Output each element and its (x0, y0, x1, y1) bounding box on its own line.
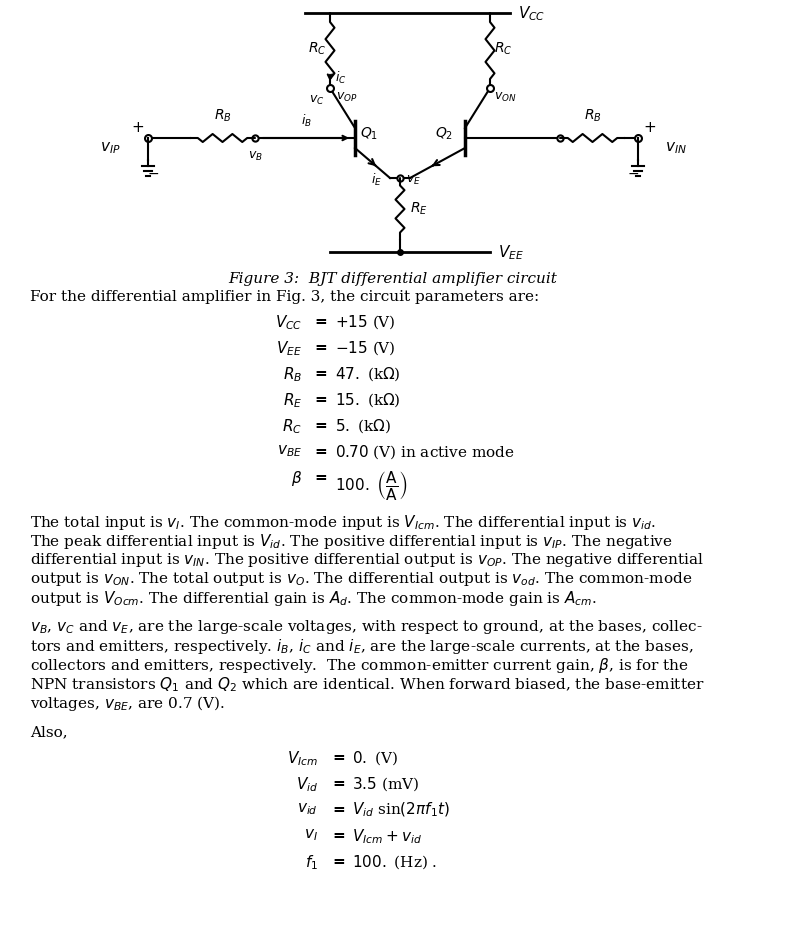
Text: $\mathbf{=}$: $\mathbf{=}$ (312, 443, 328, 457)
Text: $i_E$: $i_E$ (371, 172, 382, 188)
Text: $v_{ON}$: $v_{ON}$ (494, 91, 516, 104)
Text: Figure 3:  BJT differential amplifier circuit: Figure 3: BJT differential amplifier cir… (229, 272, 557, 286)
Text: $V_{Icm} + v_{id}$: $V_{Icm} + v_{id}$ (352, 827, 422, 846)
Text: tors and emitters, respectively. $i_B$, $i_C$ and $i_E$, are the large-scale cur: tors and emitters, respectively. $i_B$, … (30, 637, 693, 656)
Text: The peak differential input is $V_{id}$. The positive differential input is $v_{: The peak differential input is $V_{id}$.… (30, 532, 673, 551)
Text: $+$: $+$ (644, 121, 656, 135)
Text: $v_{IN}$: $v_{IN}$ (665, 140, 687, 155)
Text: The total input is $v_I$. The common-mode input is $V_{Icm}$. The differential i: The total input is $v_I$. The common-mod… (30, 513, 656, 532)
Text: $v_I$: $v_I$ (304, 827, 318, 843)
Text: $0.$ (V): $0.$ (V) (352, 749, 398, 767)
Text: $Q_1$: $Q_1$ (360, 126, 378, 142)
Text: $100.$ (Hz) .: $100.$ (Hz) . (352, 853, 437, 870)
Text: $v_C$: $v_C$ (309, 94, 324, 107)
Text: $R_B$: $R_B$ (214, 108, 231, 124)
Text: $R_B$: $R_B$ (584, 108, 601, 124)
Text: $15.$ (k$\Omega$): $15.$ (k$\Omega$) (335, 391, 401, 409)
Text: $-$: $-$ (147, 166, 159, 180)
Text: $47.$ (k$\Omega$): $47.$ (k$\Omega$) (335, 365, 401, 383)
Text: $V_{CC}$: $V_{CC}$ (518, 5, 545, 24)
Text: $0.70$ (V) in active mode: $0.70$ (V) in active mode (335, 443, 515, 461)
Text: $v_B$: $v_B$ (248, 150, 263, 163)
Text: $f_1$: $f_1$ (305, 853, 318, 872)
Text: $100.$ $\left(\dfrac{\mathrm{A}}{\mathrm{A}}\right)$: $100.$ $\left(\dfrac{\mathrm{A}}{\mathrm… (335, 469, 407, 502)
Text: $R_B$: $R_B$ (283, 365, 302, 384)
Text: output is $v_{ON}$. The total output is $v_O$. The differential output is $v_{od: output is $v_{ON}$. The total output is … (30, 570, 692, 588)
Text: $Q_2$: $Q_2$ (435, 126, 454, 142)
Text: $R_E$: $R_E$ (283, 391, 302, 410)
Text: $v_{id}$: $v_{id}$ (297, 801, 318, 816)
Text: $5.$ (k$\Omega$): $5.$ (k$\Omega$) (335, 417, 391, 435)
Text: NPN transistors $Q_1$ and $Q_2$ which are identical. When forward biased, the ba: NPN transistors $Q_1$ and $Q_2$ which ar… (30, 675, 704, 694)
Text: $\mathbf{=}$: $\mathbf{=}$ (330, 853, 346, 867)
Text: $V_{CC}$: $V_{CC}$ (275, 313, 302, 332)
Text: $-$: $-$ (627, 166, 639, 180)
Text: $-15$ (V): $-15$ (V) (335, 339, 395, 356)
Text: $\mathbf{=}$: $\mathbf{=}$ (312, 469, 328, 483)
Text: $R_C$: $R_C$ (282, 417, 302, 436)
Text: $+15$ (V): $+15$ (V) (335, 313, 395, 331)
Text: $\beta$: $\beta$ (291, 469, 302, 488)
Text: $V_{EE}$: $V_{EE}$ (276, 339, 302, 357)
Text: $V_{id}$ sin$(2\pi f_1 t)$: $V_{id}$ sin$(2\pi f_1 t)$ (352, 801, 450, 819)
Text: $3.5$ (mV): $3.5$ (mV) (352, 775, 419, 793)
Text: $v_{BE}$: $v_{BE}$ (277, 443, 302, 459)
Text: $\mathbf{=}$: $\mathbf{=}$ (330, 775, 346, 789)
Text: $\mathbf{=}$: $\mathbf{=}$ (312, 417, 328, 431)
Text: $v_B$, $v_C$ and $v_E$, are the large-scale voltages, with respect to ground, at: $v_B$, $v_C$ and $v_E$, are the large-sc… (30, 618, 703, 636)
Text: $R_C$: $R_C$ (307, 41, 326, 57)
Text: $+$: $+$ (131, 121, 145, 135)
Text: $V_{EE}$: $V_{EE}$ (498, 244, 523, 263)
Text: collectors and emitters, respectively.  The common-emitter current gain, $\beta$: collectors and emitters, respectively. T… (30, 656, 689, 675)
Text: $v_{IP}$: $v_{IP}$ (100, 140, 120, 155)
Text: $\mathbf{=}$: $\mathbf{=}$ (312, 391, 328, 405)
Text: voltages, $v_{BE}$, are 0.7 (V).: voltages, $v_{BE}$, are 0.7 (V). (30, 694, 225, 713)
Text: $V_{id}$: $V_{id}$ (296, 775, 318, 793)
Text: $\mathbf{=}$: $\mathbf{=}$ (330, 801, 346, 815)
Text: $v_{OP}$: $v_{OP}$ (336, 91, 358, 104)
Text: $\mathbf{=}$: $\mathbf{=}$ (312, 313, 328, 327)
Text: $v_E$: $v_E$ (406, 173, 421, 187)
Text: $\mathbf{=}$: $\mathbf{=}$ (312, 339, 328, 353)
Text: $\mathbf{=}$: $\mathbf{=}$ (330, 827, 346, 841)
Text: $R_E$: $R_E$ (410, 201, 428, 217)
Text: $i_B$: $i_B$ (300, 113, 311, 129)
Text: $V_{Icm}$: $V_{Icm}$ (287, 749, 318, 768)
Text: $R_C$: $R_C$ (494, 41, 512, 57)
Text: For the differential amplifier in Fig. 3, the circuit parameters are:: For the differential amplifier in Fig. 3… (30, 290, 539, 304)
Text: differential input is $v_{IN}$. The positive differential output is $v_{OP}$. Th: differential input is $v_{IN}$. The posi… (30, 551, 703, 569)
Text: $\mathbf{=}$: $\mathbf{=}$ (312, 365, 328, 379)
Text: $\mathbf{=}$: $\mathbf{=}$ (330, 749, 346, 763)
Text: output is $V_{Ocm}$. The differential gain is $A_d$. The common-mode gain is $A_: output is $V_{Ocm}$. The differential ga… (30, 589, 597, 608)
Text: Also,: Also, (30, 725, 68, 739)
Text: $i_C$: $i_C$ (335, 70, 347, 86)
